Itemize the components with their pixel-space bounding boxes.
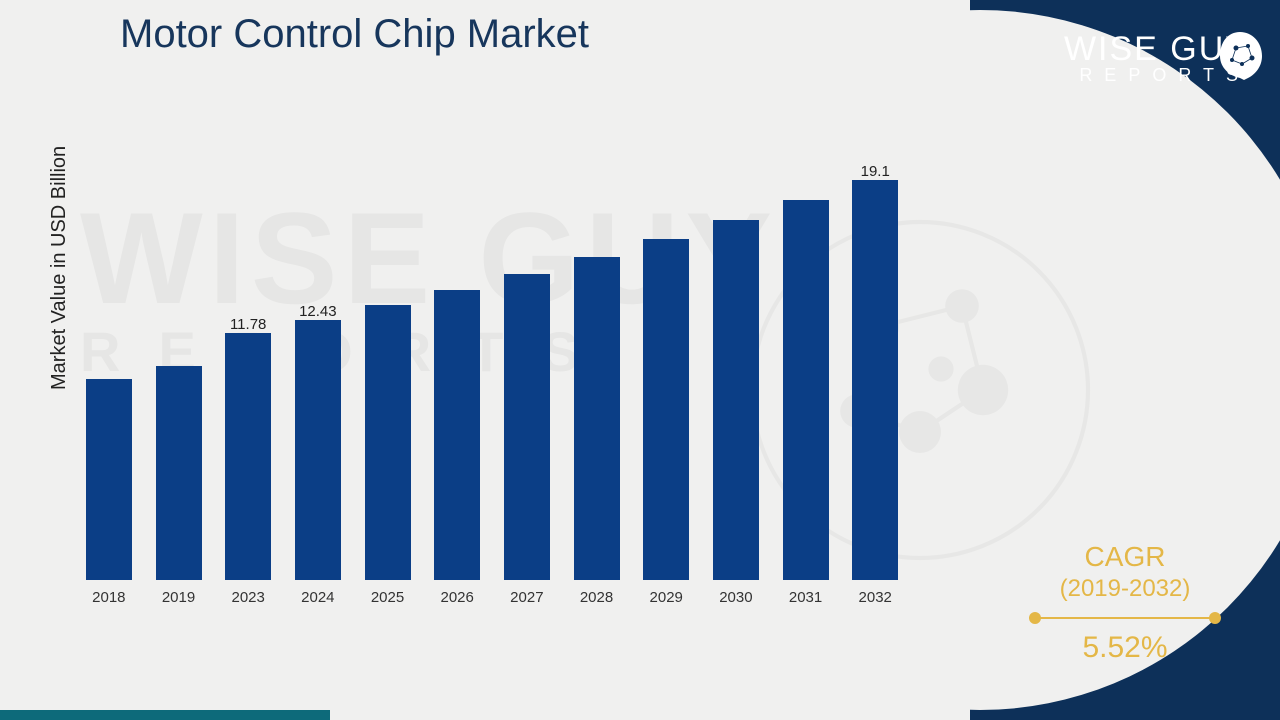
bar-group: 2019 bbox=[152, 366, 206, 580]
bar bbox=[504, 274, 550, 580]
x-tick-label: 2030 bbox=[719, 589, 752, 606]
x-tick-label: 2031 bbox=[789, 589, 822, 606]
brand-logo: WISE GUY REPORTS bbox=[1064, 30, 1250, 86]
x-tick-label: 2025 bbox=[371, 589, 404, 606]
footer-accent-bar bbox=[0, 710, 330, 720]
bar-value-label: 11.78 bbox=[230, 316, 266, 333]
bar bbox=[783, 200, 829, 580]
cagr-divider bbox=[1035, 617, 1215, 619]
bar-group: 2030 bbox=[709, 220, 763, 580]
bar-group: 2028 bbox=[570, 257, 624, 580]
bar bbox=[295, 320, 341, 580]
bar-value-label: 12.43 bbox=[299, 303, 337, 320]
x-tick-label: 2024 bbox=[301, 589, 334, 606]
bar bbox=[86, 379, 132, 580]
x-tick-label: 2027 bbox=[510, 589, 543, 606]
bar-group: 2029 bbox=[639, 239, 693, 580]
bar-value-label: 19.1 bbox=[861, 163, 890, 180]
cagr-value: 5.52% bbox=[1000, 631, 1250, 665]
cagr-range: (2019-2032) bbox=[1000, 575, 1250, 603]
x-tick-label: 2028 bbox=[580, 589, 613, 606]
bar bbox=[713, 220, 759, 580]
bar bbox=[225, 333, 271, 580]
chart-title: Motor Control Chip Market bbox=[120, 12, 589, 57]
bar-group: 2027 bbox=[500, 274, 554, 580]
cagr-title: CAGR bbox=[1000, 541, 1250, 573]
bar bbox=[852, 180, 898, 580]
bar bbox=[156, 366, 202, 580]
bar-group: 12.432024 bbox=[291, 320, 345, 580]
bar bbox=[643, 239, 689, 580]
x-tick-label: 2018 bbox=[92, 589, 125, 606]
y-axis-label: Market Value in USD Billion bbox=[48, 146, 71, 390]
bar-chart: 2018 2019 11.782023 12.432024 2025 2026 2027 20… bbox=[82, 160, 902, 580]
bar-group: 2018 bbox=[82, 379, 136, 580]
bar-group: 11.782023 bbox=[221, 333, 275, 580]
x-tick-label: 2029 bbox=[650, 589, 683, 606]
bar-group: 2025 bbox=[361, 305, 415, 580]
x-tick-label: 2019 bbox=[162, 589, 195, 606]
bar-group: 2031 bbox=[779, 200, 833, 580]
bar bbox=[434, 290, 480, 580]
logo-head-icon bbox=[1212, 28, 1268, 84]
bar-group: 2026 bbox=[430, 290, 484, 580]
x-tick-label: 2023 bbox=[231, 589, 264, 606]
bar-group: 19.12032 bbox=[848, 180, 902, 580]
bar bbox=[574, 257, 620, 580]
x-tick-label: 2032 bbox=[859, 589, 892, 606]
bar bbox=[365, 305, 411, 580]
cagr-block: CAGR (2019-2032) 5.52% bbox=[1000, 541, 1250, 665]
x-tick-label: 2026 bbox=[441, 589, 474, 606]
